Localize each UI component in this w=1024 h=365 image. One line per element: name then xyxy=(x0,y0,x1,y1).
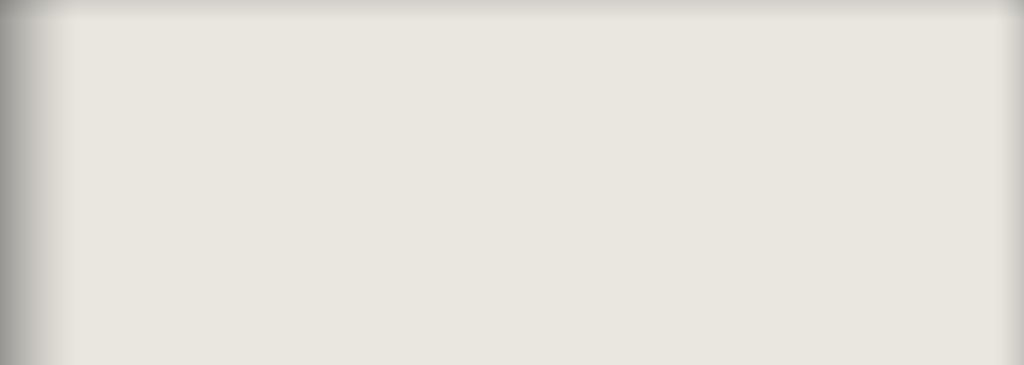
Text: 7.: 7. xyxy=(164,292,178,307)
Text: the circumcircle of a rectangle which are parallel to this diagonal.: the circumcircle of a rectangle which ar… xyxy=(211,270,693,285)
Text: Find the angle between tangents to the circle $x^2+y^2=169$ at $(5, 12)$ and $(1: Find the angle between tangents to the c… xyxy=(211,100,823,122)
Text: 3.: 3. xyxy=(164,104,178,118)
Text: Find the equation of the tangents to the circle $x^2+y^2-22x-4y+25=0$, which are: Find the equation of the tangents to the… xyxy=(211,188,939,209)
Text: Extremities of a diagonal of a rectangle are $(0, 0)$ and $(4, 3)$. Find the equ: Extremities of a diagonal of a rectangle… xyxy=(211,235,922,254)
Text: to the straight line $5x+12y+9=0$.: to the straight line $5x+12y+9=0$. xyxy=(211,221,474,240)
Text: 4.: 4. xyxy=(164,149,178,163)
Text: 5.: 5. xyxy=(164,191,178,205)
Text: CIRCLE: CIRCLE xyxy=(493,54,557,72)
Text: Find the equation of the two tangents to $x^2+y^2=3$ which make an angle of $60°: Find the equation of the two tangents to… xyxy=(211,145,935,167)
Text: 6.: 6. xyxy=(164,237,178,252)
Text: The line $3x-4y+4=0$ and $6x-8y-7=0$ are tangents to the same circle. Find the r: The line $3x-4y+4=0$ and $6x-8y-7=0$ are… xyxy=(211,290,933,309)
